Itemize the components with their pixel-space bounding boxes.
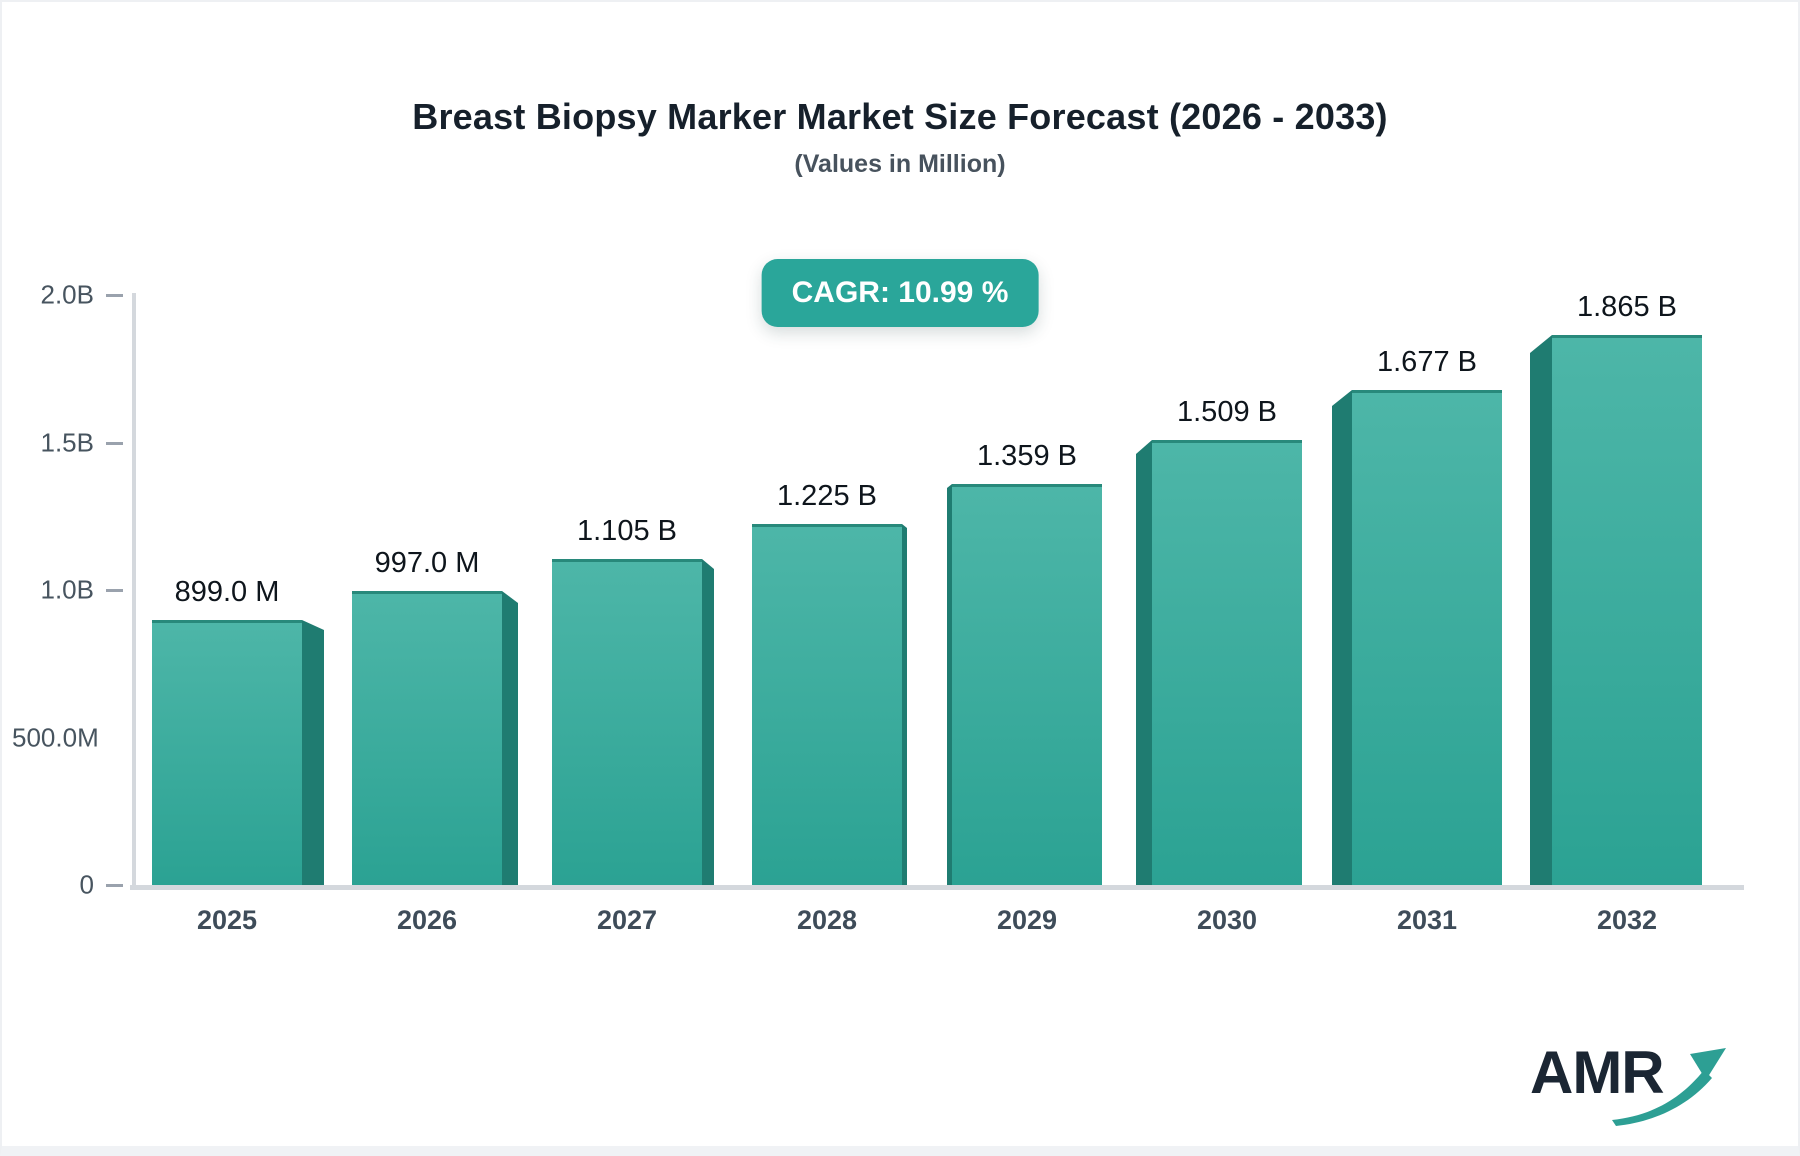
y-axis-tick-label: 500.0M xyxy=(12,722,99,752)
x-axis-label-2032: 2032 xyxy=(1596,905,1658,935)
cagr-badge: CAGR: 10.99 % xyxy=(761,259,1039,327)
y-axis-tick-label: 1.5B xyxy=(40,427,95,457)
bar-value-label: 1.865 B xyxy=(1577,291,1677,323)
y-axis-tick-mark xyxy=(106,589,123,592)
bar-2028 xyxy=(752,524,902,885)
bar-value-label: 1.359 B xyxy=(977,440,1077,472)
y-axis-tick-mark xyxy=(106,294,123,297)
amr-logo-text: AMR xyxy=(1530,1039,1665,1106)
y-axis-tick-mark xyxy=(106,884,123,887)
bar-value-label: 899.0 M xyxy=(174,576,280,608)
bar-2031 xyxy=(1352,390,1502,885)
y-axis-tick-label: 2.0B xyxy=(40,279,95,310)
bar-2025 xyxy=(152,620,302,885)
bar-3d-side-2030 xyxy=(1136,440,1152,885)
bar-2026 xyxy=(352,591,502,885)
chart-subtitle: (Values in Million) xyxy=(794,150,1006,178)
bar-3d-side-2025 xyxy=(302,620,324,885)
chart-title: Breast Biopsy Marker Market Size Forecas… xyxy=(412,96,1388,137)
bar-3d-side-2032 xyxy=(1530,335,1552,885)
x-axis-label-2029: 2029 xyxy=(996,905,1058,935)
y-axis-tick-label: 1.0B xyxy=(40,574,95,605)
y-axis-line xyxy=(132,293,136,888)
x-axis-label-2025: 2025 xyxy=(196,905,258,935)
y-axis-tick-label: 0 xyxy=(79,869,94,900)
bar-value-label: 997.0 M xyxy=(374,547,480,579)
bar-value-label: 1.677 B xyxy=(1377,346,1477,378)
bar-value-label: 1.509 B xyxy=(1177,396,1277,428)
x-axis-label-2027: 2027 xyxy=(596,905,658,935)
x-axis-label-2031: 2031 xyxy=(1396,905,1458,935)
y-axis-tick-mark xyxy=(106,441,123,445)
bar-2027 xyxy=(552,559,702,885)
amr-logo: AMR xyxy=(1530,1032,1730,1132)
growth-arrow-icon xyxy=(1612,1048,1726,1126)
bar-2029 xyxy=(952,484,1102,885)
bar-3d-side-2026 xyxy=(502,591,518,885)
x-axis-label-2026: 2026 xyxy=(396,905,458,935)
bar-value-label: 1.105 B xyxy=(577,515,677,547)
bar-3d-side-2028 xyxy=(902,524,907,885)
bar-3d-side-2031 xyxy=(1332,390,1352,885)
bar-3d-side-2027 xyxy=(702,559,714,885)
bar-3d-side-2029 xyxy=(947,484,952,885)
bar-2030 xyxy=(1152,440,1302,885)
x-axis-line xyxy=(130,885,1744,890)
x-axis-label-2028: 2028 xyxy=(796,905,858,935)
x-axis-label-2030: 2030 xyxy=(1196,905,1258,935)
bar-value-label: 1.225 B xyxy=(777,480,877,512)
bar-2032 xyxy=(1552,335,1702,885)
